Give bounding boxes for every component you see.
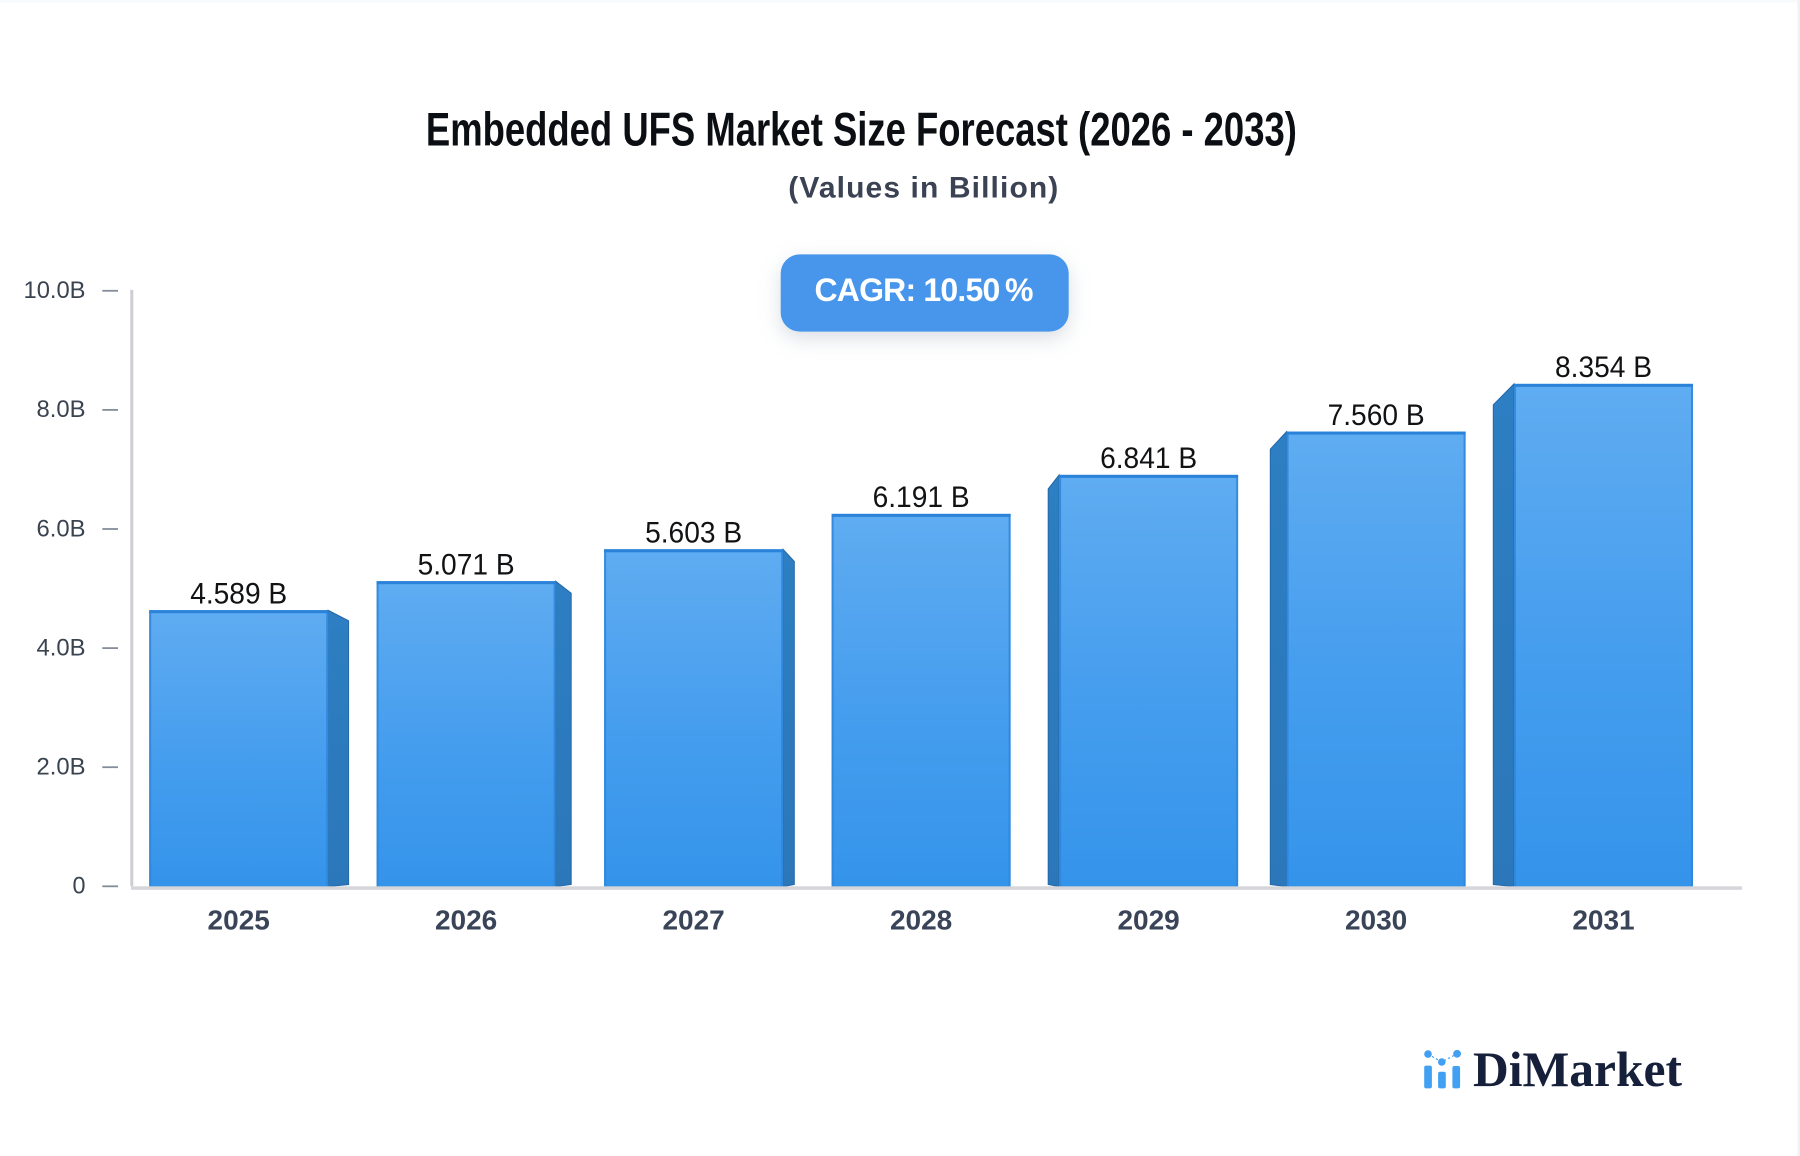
- svg-text:10.0B: 10.0B: [24, 277, 86, 304]
- svg-text:2029: 2029: [1117, 904, 1179, 935]
- svg-text:7.560 B: 7.560 B: [1328, 399, 1425, 432]
- svg-text:2.0B: 2.0B: [37, 754, 86, 781]
- svg-text:2025: 2025: [208, 904, 270, 935]
- svg-text:8.354 B: 8.354 B: [1555, 351, 1652, 384]
- svg-text:2030: 2030: [1345, 904, 1407, 935]
- svg-text:Embedded UFS Market Size Forec: Embedded UFS Market Size Forecast (2026 …: [426, 102, 1297, 155]
- svg-text:6.191 B: 6.191 B: [873, 481, 970, 514]
- svg-text:5.603 B: 5.603 B: [645, 517, 742, 550]
- svg-text:2031: 2031: [1572, 904, 1634, 935]
- svg-text:6.841 B: 6.841 B: [1100, 442, 1197, 475]
- svg-text:2028: 2028: [890, 904, 952, 935]
- svg-text:2027: 2027: [662, 904, 724, 935]
- svg-text:4.589 B: 4.589 B: [190, 577, 287, 610]
- svg-text:(Values in Billion): (Values in Billion): [788, 172, 1058, 205]
- svg-text:6.0B: 6.0B: [37, 515, 86, 542]
- svg-text:0: 0: [73, 873, 86, 900]
- svg-text:CAGR: 10.50 %: CAGR: 10.50 %: [815, 272, 1034, 308]
- svg-text:DiMarket: DiMarket: [1473, 1041, 1682, 1097]
- svg-text:2026: 2026: [435, 904, 497, 935]
- svg-text:8.0B: 8.0B: [37, 396, 86, 423]
- svg-text:5.071 B: 5.071 B: [418, 548, 515, 581]
- svg-text:4.0B: 4.0B: [37, 634, 86, 661]
